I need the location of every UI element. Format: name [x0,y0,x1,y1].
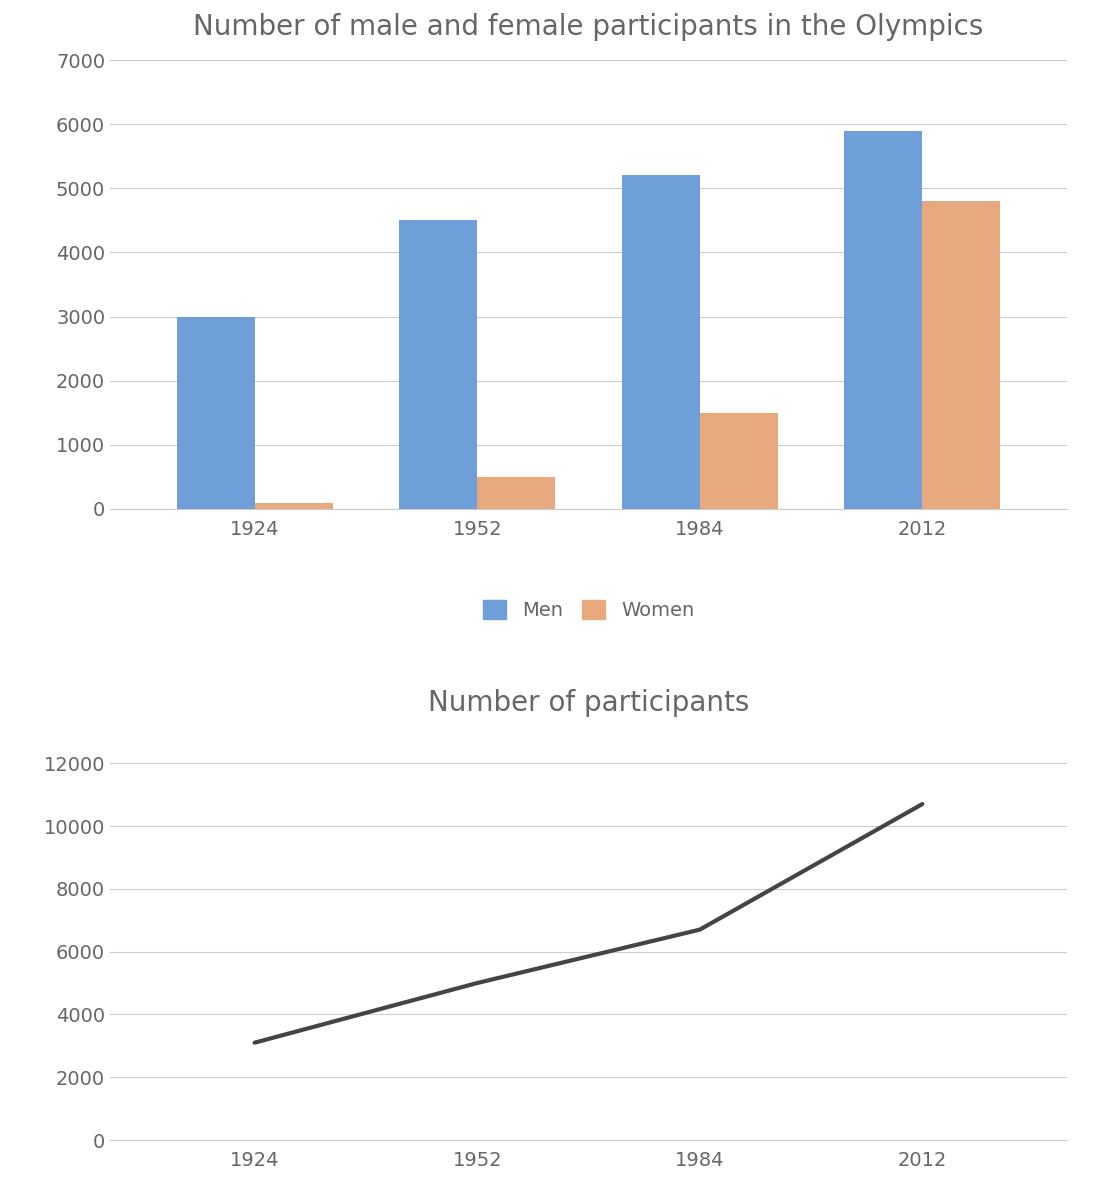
Bar [255,503,332,509]
Bar [399,221,477,509]
Bar [700,413,778,509]
Bar [177,317,255,509]
Title: Number of participants: Number of participants [428,689,749,718]
Bar [477,476,556,509]
Bar [621,175,700,509]
Title: Number of male and female participants in the Olympics: Number of male and female participants i… [194,13,983,41]
Bar [922,202,1000,509]
Bar [845,131,922,509]
Legend: Men, Women: Men, Women [483,600,694,620]
